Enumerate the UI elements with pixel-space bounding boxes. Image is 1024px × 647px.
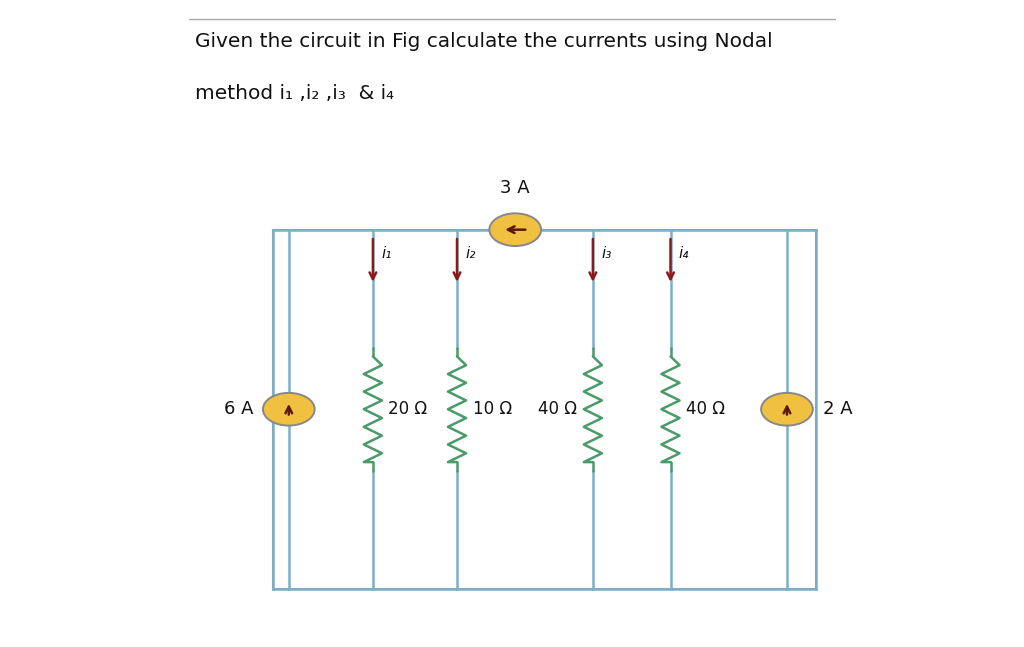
Ellipse shape <box>489 214 541 246</box>
Text: 10 Ω: 10 Ω <box>472 400 512 418</box>
Text: i₃: i₃ <box>601 246 611 261</box>
Text: i₂: i₂ <box>466 246 476 261</box>
Text: 6 A: 6 A <box>223 400 253 418</box>
Text: 3 A: 3 A <box>501 179 530 197</box>
Text: 40 Ω: 40 Ω <box>686 400 725 418</box>
Text: 40 Ω: 40 Ω <box>539 400 578 418</box>
Text: i₄: i₄ <box>679 246 689 261</box>
Ellipse shape <box>761 393 813 426</box>
Text: Given the circuit in Fig calculate the currents using Nodal: Given the circuit in Fig calculate the c… <box>195 32 772 51</box>
Ellipse shape <box>263 393 314 426</box>
Text: 2 A: 2 A <box>822 400 852 418</box>
Bar <box>272 230 816 589</box>
Text: method i₁ ,i₂ ,i₃  & i₄: method i₁ ,i₂ ,i₃ & i₄ <box>195 84 394 103</box>
Text: 20 Ω: 20 Ω <box>388 400 428 418</box>
Text: i₁: i₁ <box>381 246 392 261</box>
